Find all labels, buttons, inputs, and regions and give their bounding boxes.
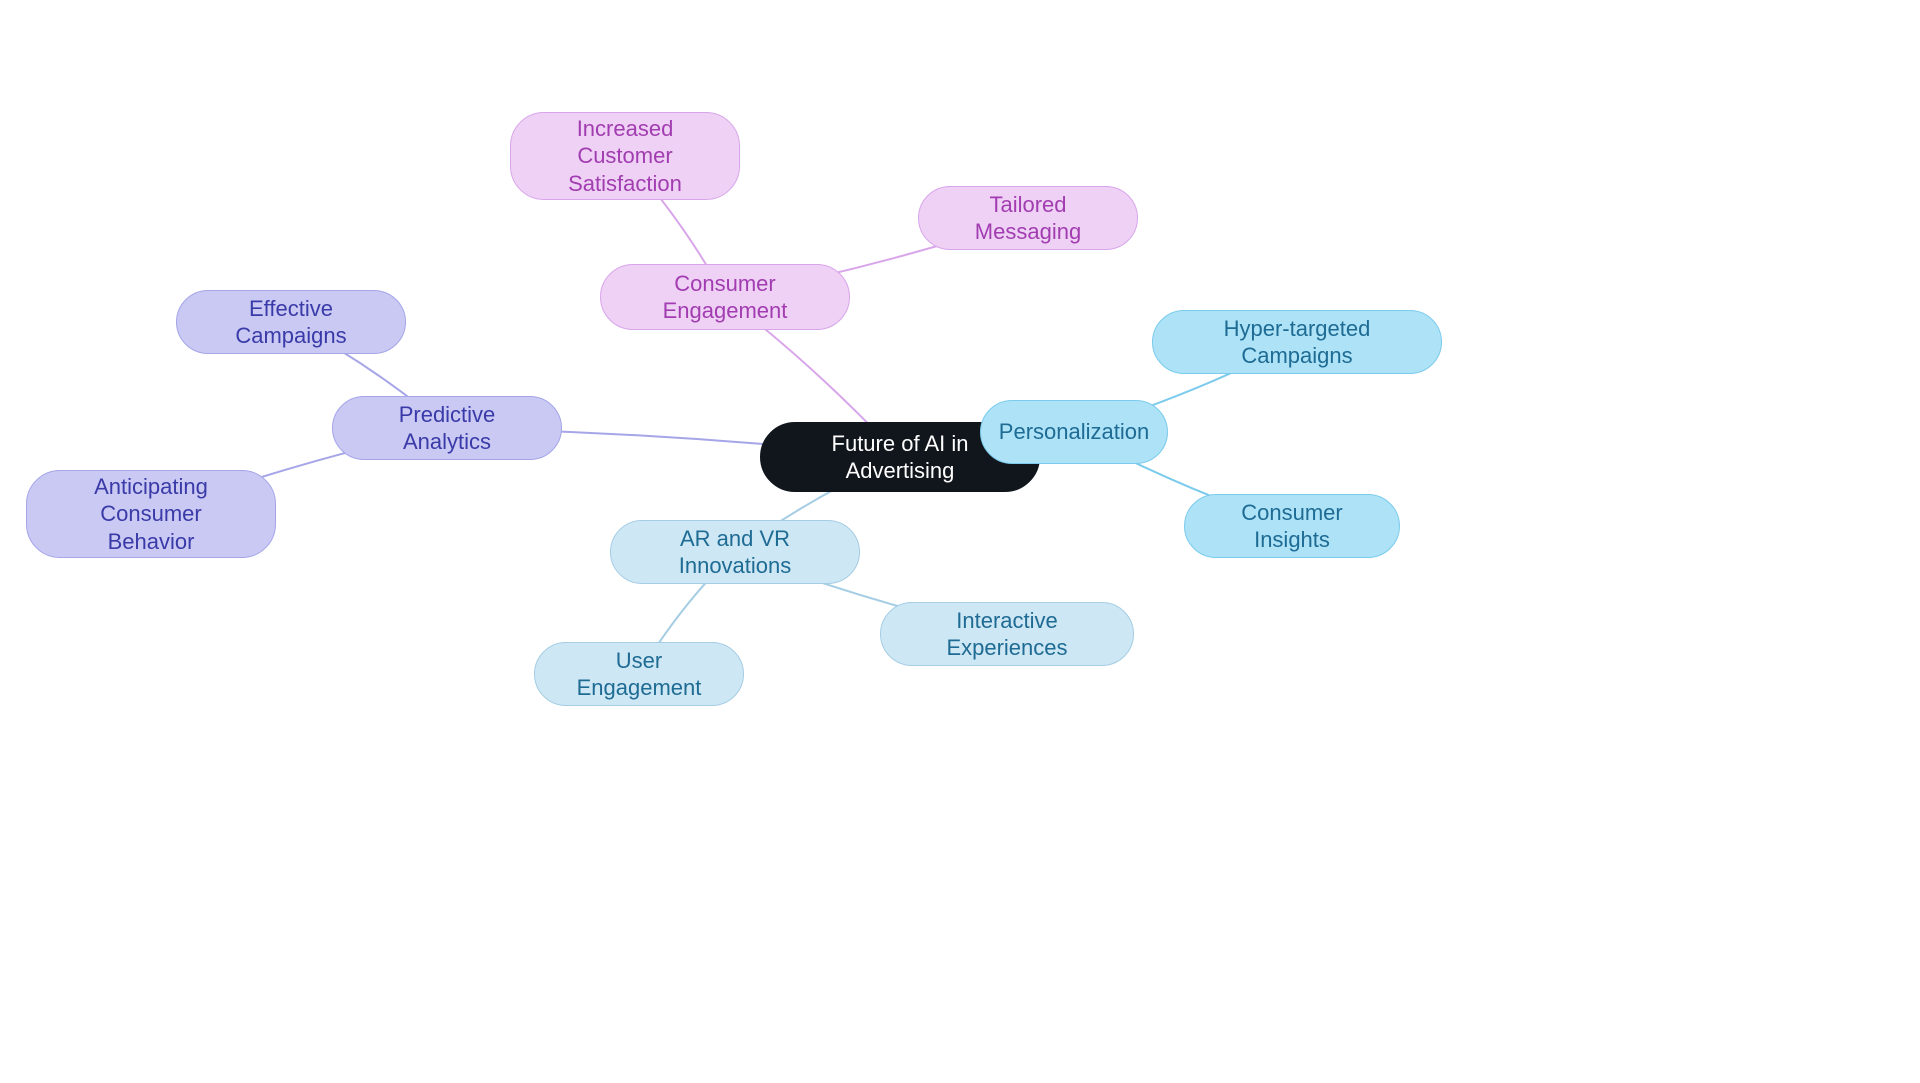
node-user-engagement: User Engagement bbox=[534, 642, 744, 706]
node-increased-satisfaction: Increased Customer Satisfaction bbox=[510, 112, 740, 200]
node-consumer-insights: Consumer Insights bbox=[1184, 494, 1400, 558]
node-ar-vr: AR and VR Innovations bbox=[610, 520, 860, 584]
node-effective-campaigns: Effective Campaigns bbox=[176, 290, 406, 354]
node-tailored-messaging: Tailored Messaging bbox=[918, 186, 1138, 250]
node-predictive-analytics: Predictive Analytics bbox=[332, 396, 562, 460]
node-anticipating-behavior: Anticipating Consumer Behavior bbox=[26, 470, 276, 558]
node-personalization: Personalization bbox=[980, 400, 1168, 464]
edges-layer bbox=[0, 0, 1920, 1083]
node-consumer-engagement: Consumer Engagement bbox=[600, 264, 850, 330]
mindmap-canvas: Future of AI in AdvertisingConsumer Enga… bbox=[0, 0, 1920, 1083]
node-interactive-exp: Interactive Experiences bbox=[880, 602, 1134, 666]
node-hyper-targeted: Hyper-targeted Campaigns bbox=[1152, 310, 1442, 374]
